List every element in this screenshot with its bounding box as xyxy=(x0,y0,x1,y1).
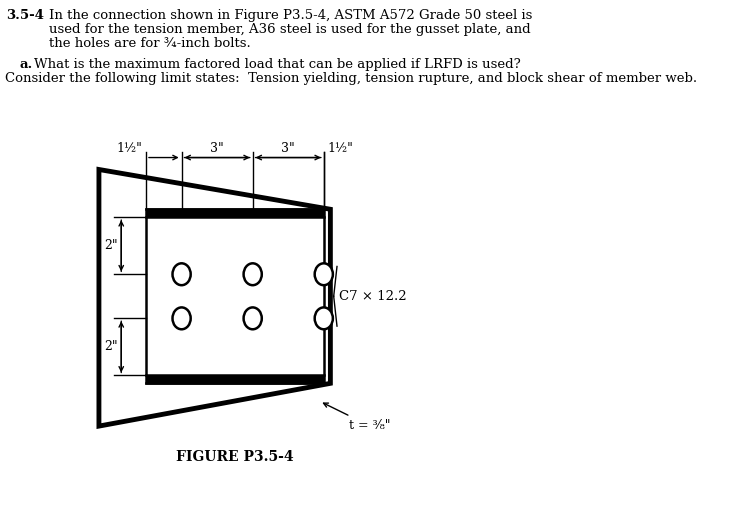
Text: the holes are for ¾-inch bolts.: the holes are for ¾-inch bolts. xyxy=(49,37,251,50)
Circle shape xyxy=(172,263,191,285)
Circle shape xyxy=(315,307,333,329)
Text: used for the tension member, A36 steel is used for the gusset plate, and: used for the tension member, A36 steel i… xyxy=(49,23,531,36)
Circle shape xyxy=(244,263,262,285)
Text: 1½": 1½" xyxy=(116,142,142,155)
Circle shape xyxy=(244,307,262,329)
Text: What is the maximum factored load that can be applied if LRFD is used?: What is the maximum factored load that c… xyxy=(35,58,521,71)
Text: C7 × 12.2: C7 × 12.2 xyxy=(339,290,406,303)
Circle shape xyxy=(172,307,191,329)
Text: 3.5-4: 3.5-4 xyxy=(7,9,44,22)
Text: 1½": 1½" xyxy=(328,142,354,155)
Text: 3": 3" xyxy=(210,142,224,155)
Text: Consider the following limit states:  Tension yielding, tension rupture, and blo: Consider the following limit states: Ten… xyxy=(4,72,697,85)
Text: 3": 3" xyxy=(281,142,295,155)
Bar xyxy=(146,375,324,384)
Text: 2": 2" xyxy=(105,340,118,353)
Text: t = ³⁄₈": t = ³⁄₈" xyxy=(324,403,390,432)
Polygon shape xyxy=(99,170,330,426)
Text: a.: a. xyxy=(20,58,33,71)
Circle shape xyxy=(315,263,333,285)
Text: 2": 2" xyxy=(105,239,118,252)
Text: FIGURE P3.5-4: FIGURE P3.5-4 xyxy=(176,450,294,464)
Bar xyxy=(146,209,324,217)
Text: In the connection shown in Figure P3.5-4, ASTM A572 Grade 50 steel is: In the connection shown in Figure P3.5-4… xyxy=(49,9,533,22)
Bar xyxy=(146,209,324,384)
